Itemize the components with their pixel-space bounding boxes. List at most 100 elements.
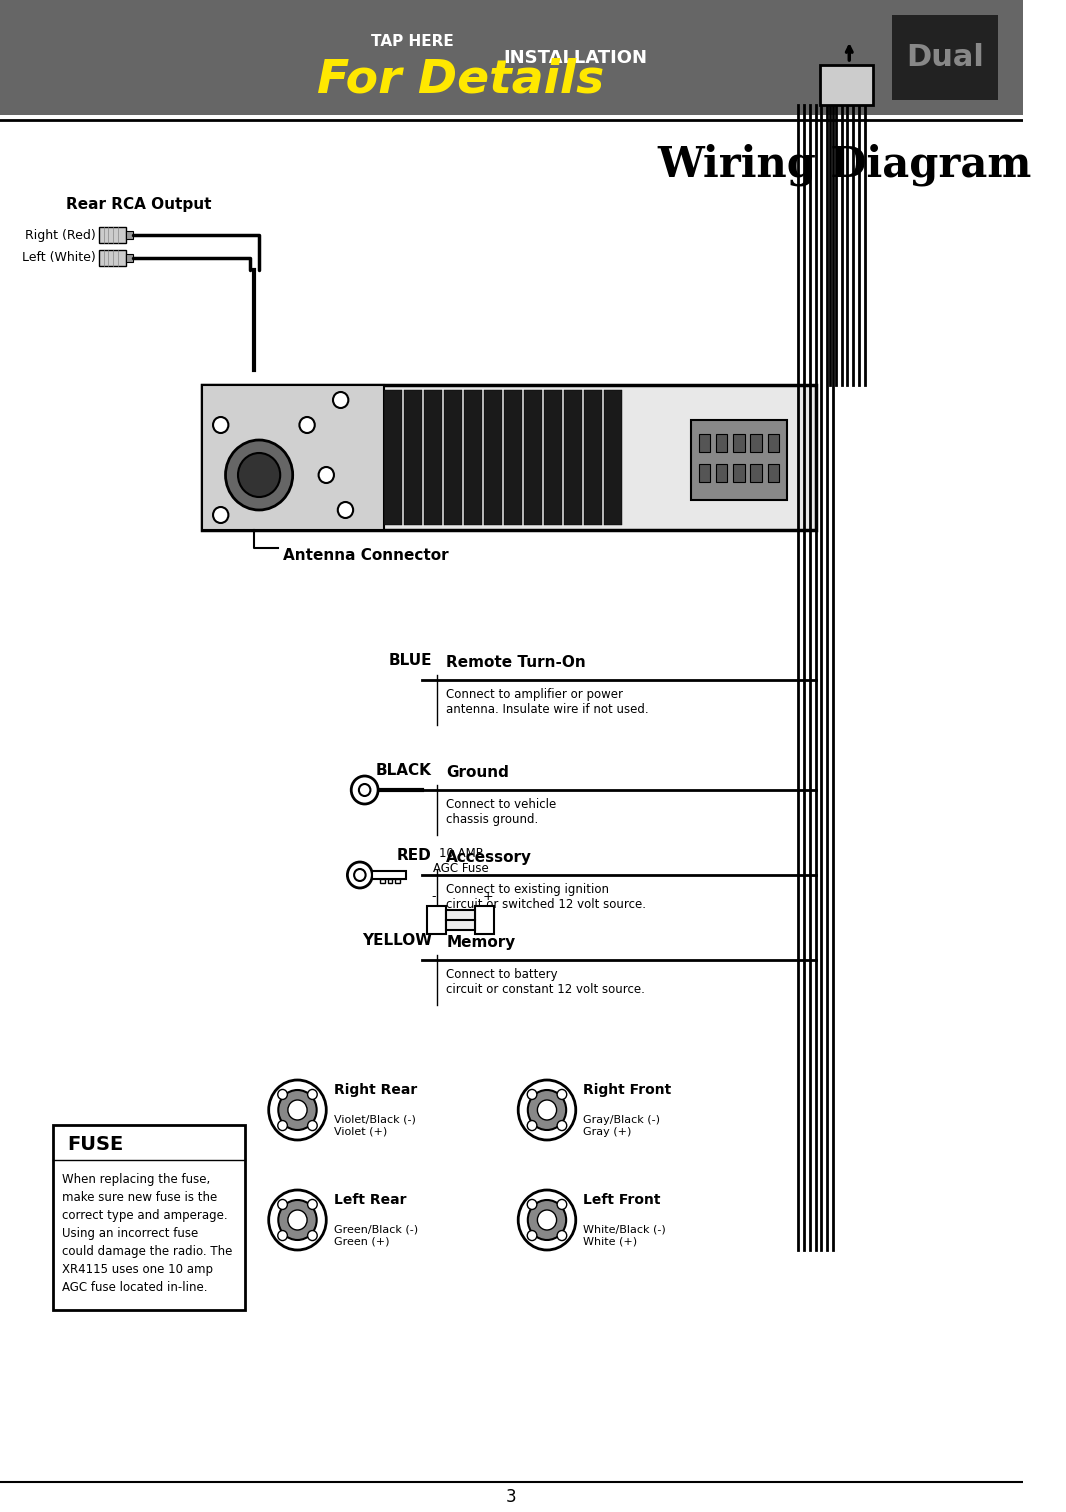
Text: Right Front: Right Front xyxy=(583,1083,672,1098)
Text: Right (Red): Right (Red) xyxy=(26,228,96,242)
Text: Violet/Black (-)
Violet (+): Violet/Black (-) Violet (+) xyxy=(334,1114,416,1137)
Bar xyxy=(504,390,522,525)
Bar xyxy=(395,878,400,883)
Text: When replacing the fuse,
make sure new fuse is the
correct type and amperage.
Us: When replacing the fuse, make sure new f… xyxy=(63,1173,232,1294)
Bar xyxy=(126,254,133,262)
Bar xyxy=(750,464,762,482)
Bar xyxy=(716,464,727,482)
Bar xyxy=(733,464,745,482)
Circle shape xyxy=(518,1190,576,1250)
Text: BLACK: BLACK xyxy=(376,764,432,779)
Text: Connect to amplifier or power
antenna. Insulate wire if not used.: Connect to amplifier or power antenna. I… xyxy=(447,688,649,717)
Circle shape xyxy=(528,1090,566,1129)
Circle shape xyxy=(528,1090,537,1099)
Text: Connect to existing ignition
circuit or switched 12 volt source.: Connect to existing ignition circuit or … xyxy=(447,883,646,912)
Text: BLUE: BLUE xyxy=(388,653,432,668)
Bar xyxy=(404,390,422,525)
Text: For Details: For Details xyxy=(317,57,604,103)
Bar xyxy=(443,390,462,525)
Text: 10 AMP
AGC Fuse: 10 AMP AGC Fuse xyxy=(433,847,488,875)
Bar xyxy=(768,434,779,452)
Bar xyxy=(201,386,384,531)
Bar xyxy=(464,390,482,525)
Bar xyxy=(384,390,402,525)
Bar xyxy=(0,0,1023,115)
Circle shape xyxy=(308,1120,318,1131)
Text: Accessory: Accessory xyxy=(447,850,532,865)
Circle shape xyxy=(558,1120,567,1131)
Bar xyxy=(691,420,787,500)
Circle shape xyxy=(308,1231,318,1240)
Circle shape xyxy=(278,1231,288,1240)
Text: Left Rear: Left Rear xyxy=(334,1193,406,1207)
Bar xyxy=(388,878,392,883)
Circle shape xyxy=(558,1231,567,1240)
Circle shape xyxy=(348,862,372,888)
Text: INSTALLATION: INSTALLATION xyxy=(504,48,648,67)
Text: Wiring Diagram: Wiring Diagram xyxy=(658,144,1032,186)
Bar xyxy=(201,386,815,531)
Text: Memory: Memory xyxy=(447,934,516,950)
Circle shape xyxy=(528,1120,537,1131)
Bar xyxy=(447,910,475,930)
Text: Rear RCA Output: Rear RCA Output xyxy=(66,198,212,213)
Circle shape xyxy=(558,1090,567,1099)
Circle shape xyxy=(278,1120,288,1131)
Bar xyxy=(733,434,745,452)
Circle shape xyxy=(288,1101,307,1120)
Text: Dual: Dual xyxy=(906,44,984,73)
Text: Green/Black (-)
Green (+): Green/Black (-) Green (+) xyxy=(334,1225,418,1246)
Circle shape xyxy=(269,1080,326,1140)
Circle shape xyxy=(278,1199,288,1210)
Bar xyxy=(475,906,495,934)
Circle shape xyxy=(333,392,349,408)
Circle shape xyxy=(278,1090,288,1099)
Circle shape xyxy=(269,1190,326,1250)
Text: Antenna Connector: Antenna Connector xyxy=(284,547,449,562)
Bar xyxy=(750,434,762,452)
Circle shape xyxy=(351,776,378,804)
Circle shape xyxy=(288,1210,307,1229)
Circle shape xyxy=(537,1210,556,1229)
Circle shape xyxy=(213,417,228,432)
Bar xyxy=(698,464,710,482)
Text: -: - xyxy=(432,891,436,903)
Text: FUSE: FUSE xyxy=(67,1136,124,1155)
Text: RED: RED xyxy=(397,848,432,863)
Bar xyxy=(821,65,873,104)
Text: 3: 3 xyxy=(506,1488,517,1506)
Bar xyxy=(53,1125,245,1309)
Bar xyxy=(99,249,126,266)
Circle shape xyxy=(278,1201,317,1240)
Text: Connect to battery
circuit or constant 12 volt source.: Connect to battery circuit or constant 1… xyxy=(447,968,645,996)
Circle shape xyxy=(213,507,228,523)
Circle shape xyxy=(308,1199,318,1210)
Text: TAP HERE: TAP HERE xyxy=(371,35,454,50)
Bar xyxy=(544,390,562,525)
Bar xyxy=(372,871,406,878)
Bar xyxy=(523,390,542,525)
Circle shape xyxy=(226,440,293,510)
Circle shape xyxy=(308,1090,318,1099)
Bar xyxy=(584,390,602,525)
Circle shape xyxy=(528,1201,566,1240)
Bar xyxy=(427,906,447,934)
Text: White/Black (-)
White (+): White/Black (-) White (+) xyxy=(583,1225,666,1246)
Bar xyxy=(379,878,385,883)
Text: Connect to vehicle
chassis ground.: Connect to vehicle chassis ground. xyxy=(447,798,556,826)
Text: +: + xyxy=(482,891,492,903)
Bar xyxy=(484,390,502,525)
Circle shape xyxy=(319,467,334,482)
Text: Left (White): Left (White) xyxy=(22,251,96,265)
Circle shape xyxy=(238,454,280,497)
Bar xyxy=(564,390,582,525)
Circle shape xyxy=(528,1199,537,1210)
Circle shape xyxy=(354,869,366,881)
Text: Gray/Black (-)
Gray (+): Gray/Black (-) Gray (+) xyxy=(583,1114,661,1137)
Bar xyxy=(126,231,133,239)
Bar xyxy=(603,390,621,525)
Bar xyxy=(768,464,779,482)
Bar xyxy=(892,15,998,100)
Circle shape xyxy=(278,1090,317,1129)
Circle shape xyxy=(528,1231,537,1240)
